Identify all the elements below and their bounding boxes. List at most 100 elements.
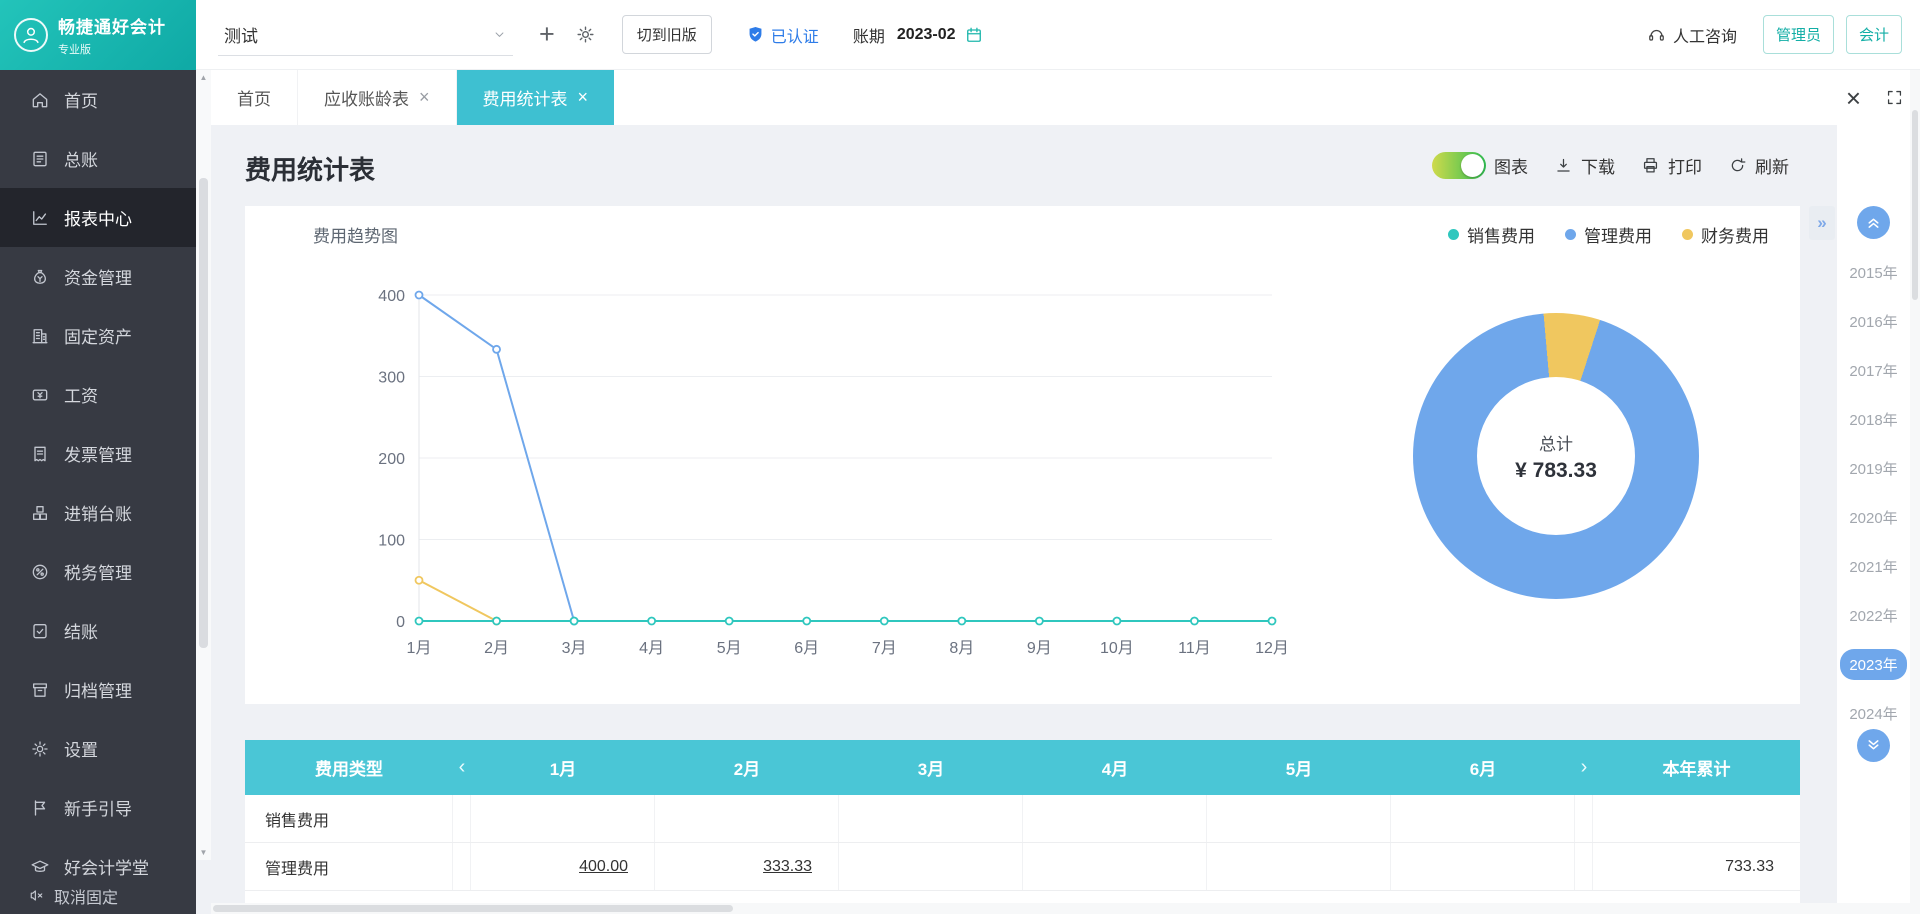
year-item-2015[interactable]: 2015年	[1849, 265, 1898, 282]
legend-dot-icon	[1565, 229, 1576, 240]
year-item-2017[interactable]: 2017年	[1849, 363, 1898, 380]
support-link[interactable]: 人工咨询	[1647, 23, 1737, 47]
chart-view-toggle[interactable]	[1432, 152, 1486, 179]
vertical-scrollbar[interactable]	[1910, 70, 1920, 914]
sidebar-item-4[interactable]: 资金管理	[0, 247, 196, 306]
year-item-2018[interactable]: 2018年	[1849, 412, 1898, 429]
tab-close-icon[interactable]: ×	[419, 87, 430, 107]
svg-text:0: 0	[396, 614, 405, 631]
role-button[interactable]: 会计	[1845, 15, 1902, 54]
download-button[interactable]: 下载	[1554, 153, 1615, 178]
table-header-cell: 费用类型	[315, 760, 383, 779]
year-item-2021[interactable]: 2021年	[1849, 559, 1898, 576]
sidebar-item-8[interactable]: 进销台账	[0, 483, 196, 542]
cell-total	[1593, 795, 1800, 842]
switch-old-version-button[interactable]: 切到旧版	[621, 15, 712, 54]
fullscreen-icon[interactable]	[1885, 88, 1904, 107]
asset-icon	[32, 328, 48, 343]
svg-text:2月: 2月	[484, 640, 509, 657]
tax-icon	[32, 564, 48, 579]
tab-label: 费用统计表	[482, 90, 568, 109]
years-scroll-up-button[interactable]	[1857, 206, 1890, 239]
print-button[interactable]: 打印	[1641, 153, 1702, 178]
calendar-icon[interactable]	[964, 25, 984, 45]
certified-badge[interactable]: 已认证	[746, 23, 819, 47]
legend-item[interactable]: 财务费用	[1682, 222, 1769, 247]
year-item-2016[interactable]: 2016年	[1849, 314, 1898, 331]
sidebar-item-label: 总账	[64, 151, 98, 170]
sidebar-item-11[interactable]: 归档管理	[0, 660, 196, 719]
cell-value[interactable]: 400.00	[471, 843, 655, 890]
download-icon	[1557, 158, 1570, 172]
school-icon	[31, 860, 49, 872]
cell-value	[1023, 795, 1207, 842]
company-selector[interactable]: 测试	[218, 14, 513, 56]
year-item-2020[interactable]: 2020年	[1849, 510, 1898, 527]
year-list: 2015年 2016年 2017年 2018年 2019年 2020年 2021年 2022年…	[1837, 248, 1910, 738]
sidebar-item-5[interactable]: 固定资产	[0, 306, 196, 365]
vertical-scrollbar-thumb[interactable]	[1912, 110, 1918, 300]
sidebar-item-label: 资金管理	[64, 269, 132, 288]
sidebar-item-3[interactable]: 报表中心	[0, 188, 196, 247]
row-category: 销售费用	[245, 795, 453, 842]
archive-icon	[33, 682, 47, 697]
sidebar-item-label: 固定资产	[64, 328, 132, 347]
sidebar-item-12[interactable]: 设置	[0, 719, 196, 778]
sidebar-item-14[interactable]: 好会计学堂	[0, 837, 196, 877]
scroll-down-arrow-icon[interactable]: ▼	[199, 848, 208, 857]
sidebar-item-10[interactable]: 结账	[0, 601, 196, 660]
legend-item[interactable]: 管理费用	[1565, 222, 1652, 247]
year-item-2024[interactable]: 2024年	[1849, 706, 1898, 723]
donut-total-label: 总计	[1539, 434, 1573, 454]
sidebar-item-label: 归档管理	[64, 682, 132, 701]
svg-text:5月: 5月	[717, 640, 742, 657]
cell-value[interactable]: 333.33	[655, 843, 839, 890]
admin-button[interactable]: 管理员	[1762, 15, 1834, 54]
sidebar-scrollbar-thumb[interactable]	[199, 178, 208, 648]
close-all-tabs-icon[interactable]: ×	[1845, 82, 1861, 113]
cell-value	[1207, 795, 1391, 842]
support-label: 人工咨询	[1672, 28, 1737, 46]
year-item-2023[interactable]: 2023年	[1837, 640, 1910, 689]
table-header-cell: 4月	[1101, 760, 1129, 779]
settings-gear-button[interactable]	[575, 24, 596, 45]
sidebar-scrollbar[interactable]: ▲ ▼	[196, 70, 211, 860]
trend-line-chart: 0 100 200 300 400 1月 2月 3月 4月 5月 6月 7月 8月 9月 10月 11月 12月	[378, 288, 1289, 657]
unpin-sidebar-button[interactable]: 取消固定	[0, 877, 196, 914]
scroll-up-arrow-icon[interactable]: ▲	[199, 73, 208, 82]
year-item-2022[interactable]: 2022年	[1849, 608, 1898, 625]
table-row: 管理费用 400.00 333.33 733.33	[245, 843, 1800, 891]
sidebar-item-label: 首页	[64, 92, 98, 111]
svg-text:300: 300	[378, 370, 405, 387]
years-scroll-down-button[interactable]	[1857, 729, 1890, 762]
logo-title: 畅捷通好会计	[58, 17, 166, 37]
tab-1[interactable]: 首页	[211, 70, 298, 125]
sidebar-item-label: 进销台账	[64, 505, 132, 524]
horizontal-scrollbar[interactable]	[211, 903, 1910, 914]
legend-item[interactable]: 销售费用	[1448, 222, 1535, 247]
period-value[interactable]: 2023-02	[896, 25, 956, 43]
sidebar-item-1[interactable]: 首页	[0, 70, 196, 129]
refresh-button[interactable]: 刷新	[1728, 153, 1789, 178]
sidebar-item-2[interactable]: 总账	[0, 129, 196, 188]
funds-icon	[34, 269, 46, 284]
sidebar-item-13[interactable]: 新手引导	[0, 778, 196, 837]
horizontal-scrollbar-thumb[interactable]	[213, 905, 733, 912]
sidebar-item-6[interactable]: 工资	[0, 365, 196, 424]
cell-total: 733.33	[1725, 857, 1774, 875]
cell-value	[1207, 843, 1391, 890]
tab-2[interactable]: 应收账龄表 ×	[298, 70, 457, 125]
sidebar-item-9[interactable]: 税务管理	[0, 542, 196, 601]
next-months-icon[interactable]: ›	[1580, 756, 1588, 778]
download-label: 下载	[1581, 158, 1615, 177]
collapse-year-panel-button[interactable]: »	[1809, 206, 1835, 240]
year-item-2019[interactable]: 2019年	[1849, 461, 1898, 478]
svg-text:12月: 12月	[1255, 640, 1289, 657]
add-button[interactable]: +	[539, 19, 555, 49]
prev-months-icon[interactable]: ‹	[458, 756, 466, 778]
tab-close-icon[interactable]: ×	[577, 87, 589, 107]
tab-3[interactable]: 费用统计表 ×	[456, 70, 615, 125]
sidebar-item-7[interactable]: 发票管理	[0, 424, 196, 483]
svg-text:400: 400	[378, 288, 405, 305]
table-header-cell: 2月	[733, 760, 761, 779]
